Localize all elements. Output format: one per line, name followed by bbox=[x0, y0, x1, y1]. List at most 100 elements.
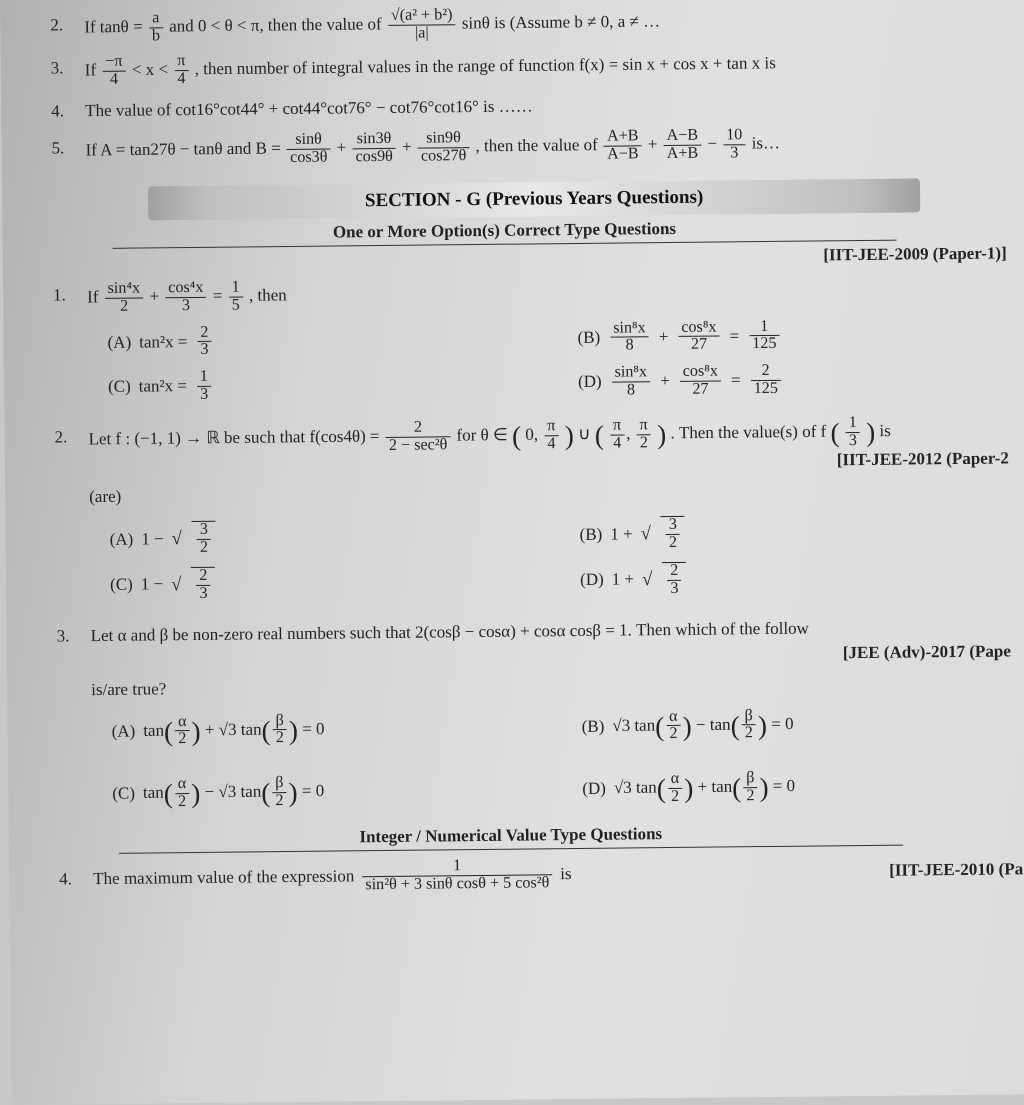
options: (A) tan²x = 23 (B) sin⁸x8 + cos⁸x27 = 11… bbox=[107, 316, 1018, 405]
qnum: 3. bbox=[57, 622, 79, 823]
frac: π4 bbox=[174, 53, 189, 88]
frac: 32 bbox=[197, 522, 211, 557]
label: (A) bbox=[107, 328, 131, 357]
text: If A = tan27θ − tanθ and B = bbox=[85, 138, 285, 159]
qnum: 4. bbox=[59, 866, 79, 895]
text: is… bbox=[752, 133, 781, 152]
frac: A−BA+B bbox=[663, 127, 701, 162]
sqrt: 32 bbox=[661, 516, 685, 552]
qbody: If sin⁴x2 + cos⁴x3 = 15 , then (A) tan²x… bbox=[87, 271, 1018, 415]
question-2-top: 2. If tanθ = ab and 0 < θ < π, then the … bbox=[50, 1, 1014, 46]
qbody: If tanθ = ab and 0 < θ < π, then the val… bbox=[84, 1, 1014, 46]
frac: 13 bbox=[846, 415, 860, 450]
pyq-3: 3. Let α and β be non-zero real numbers … bbox=[57, 612, 1023, 823]
option-b: (B) sin⁸x8 + cos⁸x27 = 1125 bbox=[577, 316, 1017, 356]
paren: ( bbox=[595, 420, 604, 450]
frac: 1125 bbox=[749, 318, 780, 353]
frac: 23 bbox=[667, 563, 681, 598]
option-d: (D) 1 + √ 23 bbox=[580, 558, 1020, 599]
qbody: If A = tan27θ − tanθ and B = sinθcos3θ +… bbox=[85, 124, 1015, 169]
question-5-top: 5. If A = tan27θ − tanθ and B = sinθcos3… bbox=[51, 124, 1015, 169]
frac: sin3θcos9θ bbox=[352, 131, 396, 166]
text: Let f : (−1, 1) → ℝ be such that f(cos4θ… bbox=[89, 427, 384, 449]
qnum: 2. bbox=[50, 11, 70, 46]
option-a: (A) tan²x = 23 bbox=[107, 321, 547, 361]
paren: ) bbox=[866, 418, 875, 448]
text: tan²x = bbox=[139, 328, 188, 357]
label: (C) bbox=[110, 571, 133, 600]
text: ∪ bbox=[578, 424, 595, 443]
frac: A+BA−B bbox=[604, 128, 642, 163]
text: + bbox=[659, 323, 669, 352]
option-c: (C) tan(α2) − √3 tan(β2) = 0 bbox=[112, 773, 552, 813]
sqrt: 23 bbox=[662, 562, 686, 598]
text: + bbox=[149, 286, 163, 305]
subheading-mcq: One or More Option(s) Correct Type Quest… bbox=[112, 216, 896, 248]
paren: ( bbox=[830, 418, 839, 448]
pyq-4: 4. The maximum value of the expression 1… bbox=[59, 853, 1023, 898]
section-g-banner: SECTION - G (Previous Years Questions) bbox=[148, 178, 920, 220]
qbody: Let α and β be non-zero real numbers suc… bbox=[91, 612, 1023, 822]
qnum: 4. bbox=[51, 97, 71, 126]
label: (A) bbox=[110, 525, 134, 554]
label: (A) bbox=[112, 717, 136, 746]
option-b: (B) 1 + √32 bbox=[579, 512, 1019, 553]
qbody: Let f : (−1, 1) → ℝ be such that f(cos4θ… bbox=[88, 414, 1020, 614]
text: for θ ∈ bbox=[456, 425, 512, 445]
text: 1 + bbox=[610, 520, 633, 549]
frac: π4 bbox=[544, 419, 559, 454]
text: , then number of integral values in the … bbox=[195, 53, 776, 78]
text: √3 tan(α2) − tan(β2) = 0 bbox=[612, 707, 794, 744]
label: (D) bbox=[580, 566, 604, 595]
text: is bbox=[879, 421, 891, 440]
frac: π4 bbox=[610, 418, 625, 453]
frac: ab bbox=[149, 10, 163, 45]
exam-tag: [IIT-JEE-2010 (Pa bbox=[889, 856, 1023, 886]
text: and 0 < θ < π, then the value of bbox=[169, 14, 386, 35]
qbody: The maximum value of the expression 1sin… bbox=[93, 853, 1023, 898]
text: If tanθ = bbox=[84, 17, 147, 37]
text: 1 − bbox=[141, 571, 164, 600]
text: = bbox=[213, 286, 227, 305]
text: = bbox=[729, 322, 739, 351]
sqrt: 23 bbox=[191, 567, 215, 603]
option-b: (B) √3 tan(α2) − tan(β2) = 0 bbox=[581, 705, 1021, 745]
text: tan(α2) + √3 tan(β2) = 0 bbox=[143, 712, 325, 749]
radical-icon: √ bbox=[642, 564, 653, 596]
qnum: 2. bbox=[54, 424, 76, 615]
qbody: If −π4 < x < π4 , then number of integra… bbox=[85, 44, 1015, 89]
frac: sin⁸x8 bbox=[611, 365, 650, 400]
text: tan²x = bbox=[139, 372, 188, 401]
label: (D) bbox=[582, 775, 606, 804]
frac: 13 bbox=[197, 369, 211, 404]
options: (A) tan(α2) + √3 tan(β2) = 0 (B) √3 tan(… bbox=[111, 705, 1022, 812]
text: 1 + bbox=[612, 566, 635, 595]
frac: 22 − sec²θ bbox=[386, 420, 451, 456]
paren: ) bbox=[657, 420, 666, 450]
option-a: (A) 1 − √32 bbox=[109, 517, 549, 558]
qnum: 5. bbox=[51, 134, 71, 169]
text: tan(α2) − √3 tan(β2) = 0 bbox=[143, 775, 325, 812]
paren: ( bbox=[512, 421, 521, 451]
frac: 23 bbox=[197, 324, 211, 359]
frac: −π4 bbox=[102, 54, 126, 89]
subheading-integer: Integer / Numerical Value Type Questions bbox=[119, 822, 903, 854]
text: = bbox=[731, 367, 741, 396]
option-d: (D) sin⁸x8 + cos⁸x27 = 2125 bbox=[578, 361, 1018, 401]
paren: ) bbox=[565, 421, 574, 451]
frac: sin⁸x8 bbox=[610, 320, 649, 355]
text: If bbox=[85, 60, 101, 79]
option-a: (A) tan(α2) + √3 tan(β2) = 0 bbox=[111, 710, 551, 750]
text: + bbox=[336, 137, 350, 156]
text: The maximum value of the expression bbox=[93, 863, 354, 895]
exam-tag: [IIT-JEE-2009 (Paper-1)] bbox=[53, 243, 1007, 273]
question-4-top: 4. The value of cot16°cot44° + cot44°cot… bbox=[51, 87, 1015, 126]
sqrt: 32 bbox=[192, 521, 216, 557]
frac: sin9θcos27θ bbox=[418, 130, 470, 165]
label: (B) bbox=[581, 712, 604, 741]
frac: sin⁴x2 bbox=[105, 280, 144, 315]
label: (B) bbox=[577, 323, 600, 352]
radical-icon: √ bbox=[171, 569, 182, 601]
text: √3 tan(α2) + tan(β2) = 0 bbox=[614, 770, 796, 807]
label: (B) bbox=[579, 520, 602, 549]
